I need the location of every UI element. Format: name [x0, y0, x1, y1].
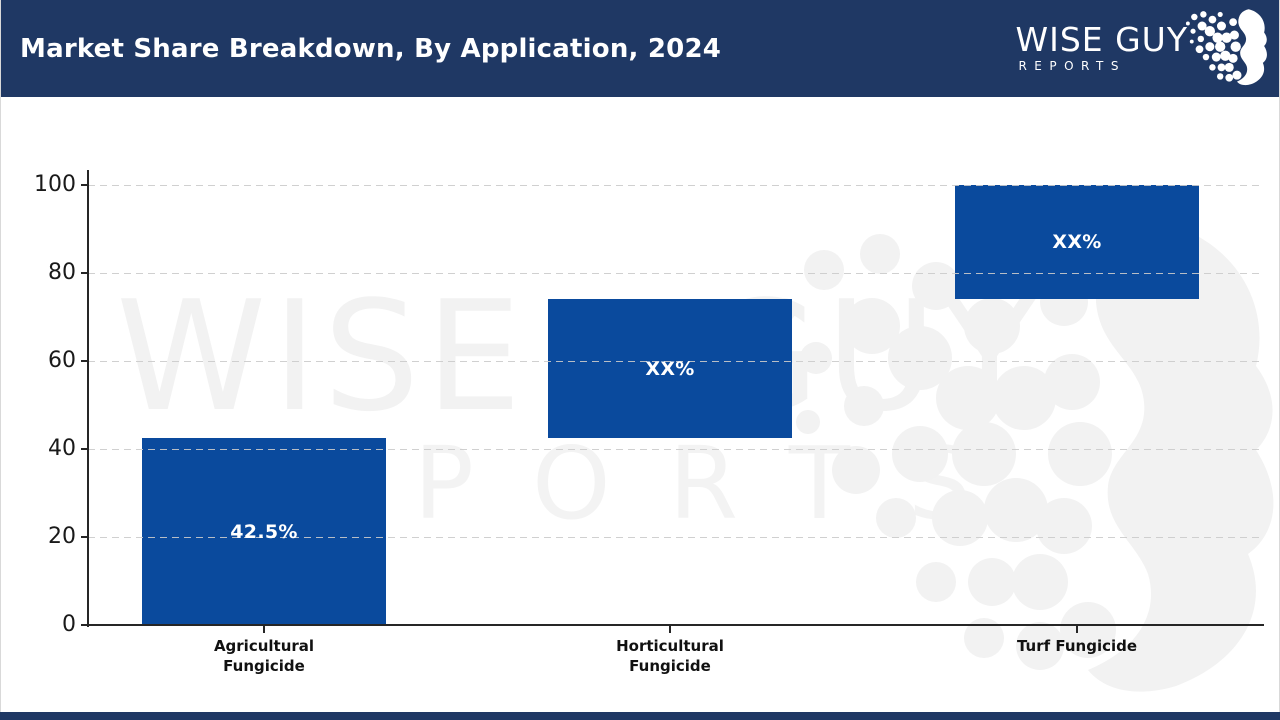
wiseguy-face-icon — [1185, 9, 1267, 86]
header-banner: Market Share Breakdown, By Application, … — [0, 0, 1280, 97]
y-tick-label: 80 — [48, 260, 76, 285]
bar-2 — [548, 299, 792, 438]
bar-value-label: XX% — [645, 357, 695, 380]
gridline-y20 — [88, 537, 1264, 538]
bar-value-label: 42.5% — [230, 520, 298, 543]
brand-name: WISE GUY — [1015, 19, 1188, 59]
y-tick-label: 100 — [34, 172, 76, 197]
y-tick-label: 0 — [62, 612, 76, 637]
y-axis-line — [87, 170, 89, 627]
gridline-y100 — [88, 185, 1264, 186]
y-tick-label: 40 — [48, 436, 76, 461]
bar-value-label: XX% — [1052, 231, 1102, 254]
x-category-label: Turf Fungicide — [1016, 637, 1138, 655]
y-tick-label: 60 — [48, 348, 76, 373]
x-axis-line — [87, 624, 1264, 626]
wiseguy-logo: WISE GUY REPORTS — [1015, 8, 1268, 88]
gridline-y80 — [88, 273, 1264, 274]
x-category-label: Agricultural Fungicide — [213, 637, 315, 676]
x-tick — [669, 625, 671, 633]
x-tick — [1076, 625, 1078, 633]
page-title: Market Share Breakdown, By Application, … — [20, 33, 722, 64]
y-tick — [81, 272, 88, 274]
gridline-y60 — [88, 361, 1264, 362]
y-tick — [81, 448, 88, 450]
y-tick — [81, 360, 88, 362]
x-tick — [263, 625, 265, 633]
bar-3 — [955, 185, 1199, 300]
wiseguy-logo-text: WISE GUY REPORTS — [1015, 19, 1188, 74]
x-category-label: Horticultural Fungicide — [616, 637, 724, 676]
gridline-y40 — [88, 449, 1264, 450]
y-tick-label: 20 — [48, 524, 76, 549]
y-tick — [81, 536, 88, 538]
bar-1 — [142, 438, 386, 625]
y-tick — [81, 184, 88, 186]
footer-bar — [0, 712, 1280, 720]
brand-subtitle: REPORTS — [1018, 59, 1126, 74]
y-tick — [81, 624, 88, 626]
